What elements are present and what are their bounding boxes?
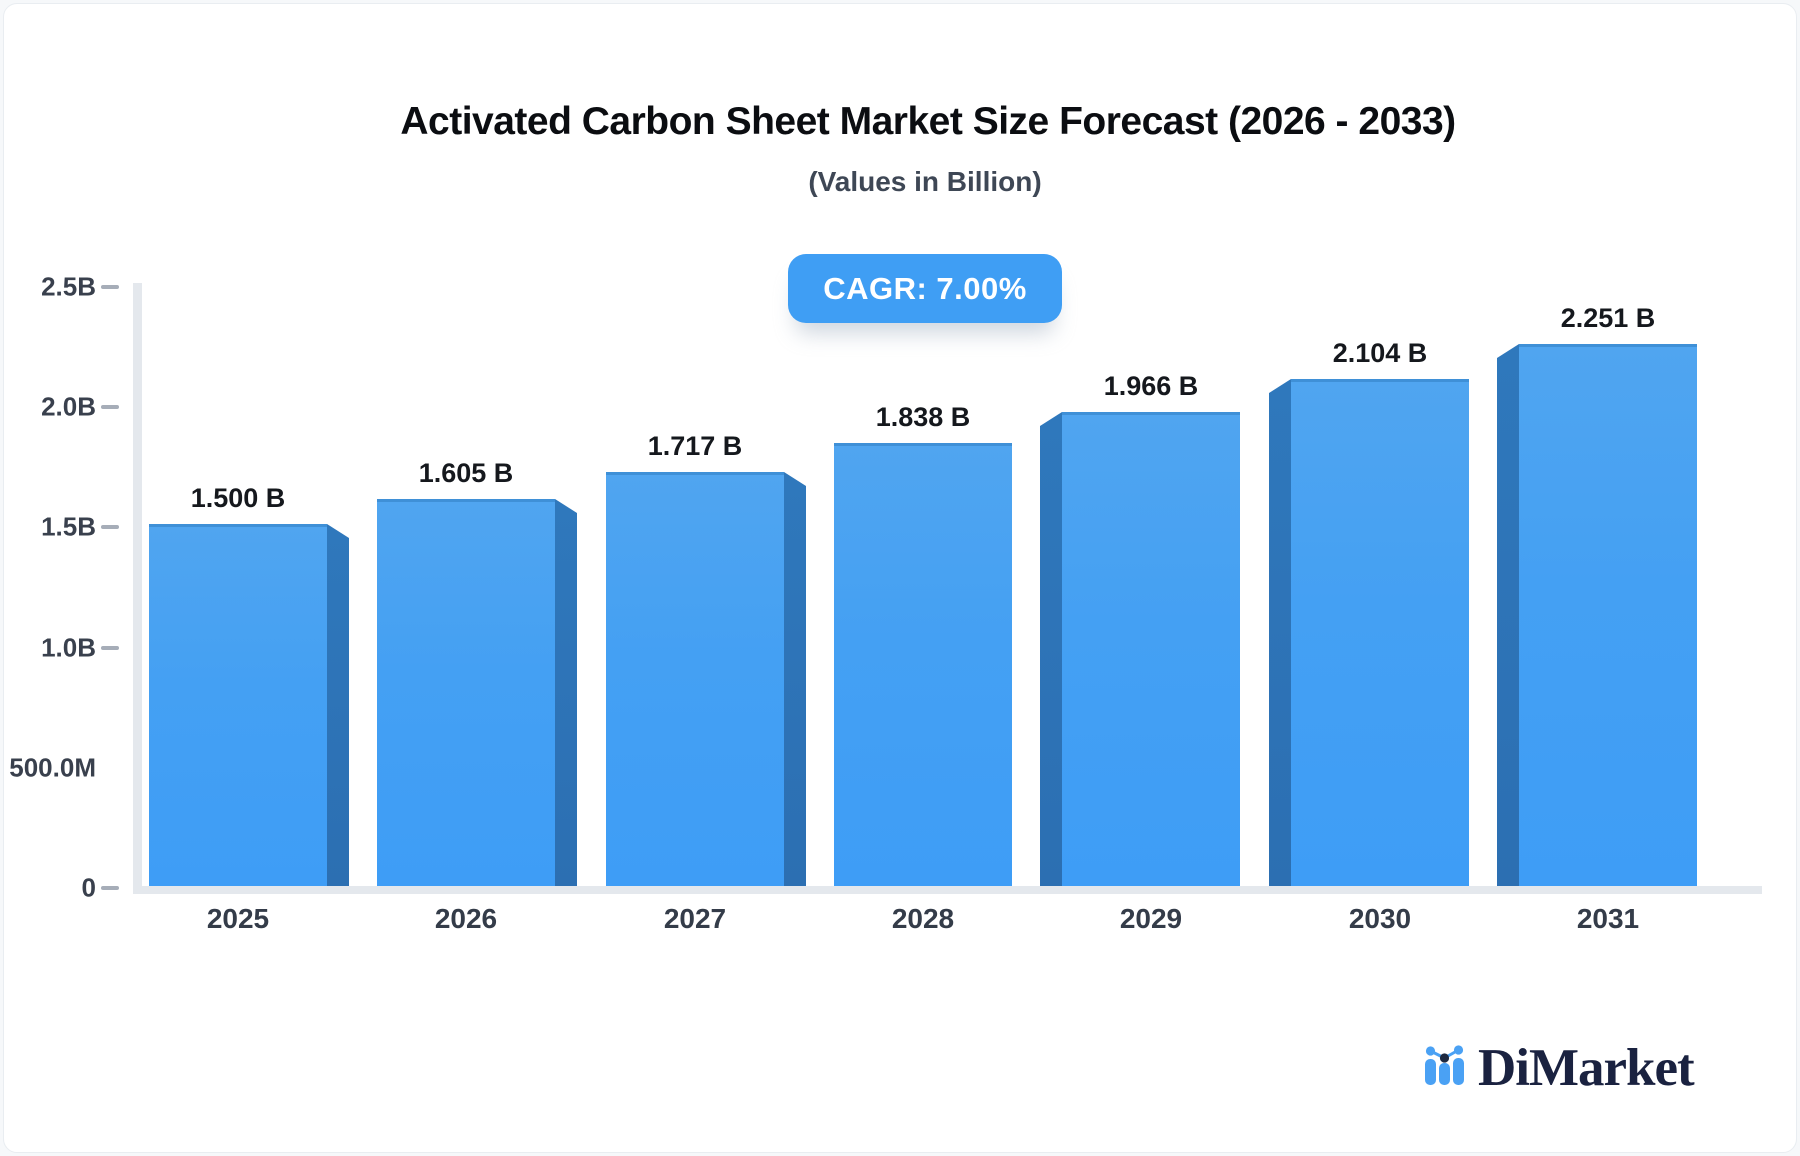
bar-value-label-2028: 1.838 B — [875, 402, 971, 432]
x-axis-label-2031: 2031 — [1576, 903, 1640, 934]
y-axis-line — [133, 283, 142, 894]
x-axis-label-2029: 2029 — [1119, 903, 1183, 934]
y-tick-2.0B — [101, 405, 119, 409]
y-axis-label-0: 0 — [81, 872, 96, 903]
bar-value-label-2030: 2.104 B — [1332, 338, 1428, 368]
y-tick-1.0B — [101, 646, 119, 650]
y-tick-1.5B — [101, 525, 119, 529]
x-axis-label-2025: 2025 — [206, 903, 270, 934]
bar-2028[interactable] — [834, 443, 1012, 886]
y-axis-label-1.0B: 1.0B — [41, 632, 96, 663]
bar-2031[interactable] — [1519, 344, 1697, 886]
y-axis-label-500.0M: 500.0M — [9, 752, 96, 783]
bar-2026[interactable] — [377, 499, 555, 886]
chart-subtitle: (Values in Billion) — [808, 166, 1042, 197]
x-axis-label-2026: 2026 — [434, 903, 498, 934]
brand-logo: DiMarket — [1421, 1039, 1695, 1100]
y-axis-label-2.0B: 2.0B — [41, 391, 96, 422]
bar-side-2031 — [1497, 344, 1519, 886]
bar-side-2027 — [784, 472, 806, 886]
y-tick-2.5B — [101, 285, 119, 289]
chart-title: Activated Carbon Sheet Market Size Forec… — [400, 100, 1456, 143]
brand-name: DiMarket — [1478, 1039, 1695, 1097]
bar-2030[interactable] — [1291, 379, 1469, 886]
x-axis-label-2030: 2030 — [1348, 903, 1412, 934]
bar-value-label-2031: 2.251 B — [1560, 303, 1656, 333]
bar-side-2025 — [327, 524, 349, 886]
y-axis-label-1.5B: 1.5B — [41, 511, 96, 542]
bar-2025[interactable] — [149, 524, 327, 886]
bar-side-2029 — [1040, 412, 1062, 886]
x-axis-label-2028: 2028 — [891, 903, 955, 934]
x-axis-baseline — [133, 886, 1762, 894]
cagr-badge: CAGR: 7.00% — [788, 254, 1062, 323]
bar-chart-logo-icon — [1425, 1045, 1464, 1085]
x-axis-label-2027: 2027 — [663, 903, 727, 934]
bar-2027[interactable] — [606, 472, 784, 886]
bar-side-2030 — [1269, 379, 1291, 886]
y-axis-label-2.5B: 2.5B — [41, 271, 96, 302]
bar-value-label-2029: 1.966 B — [1103, 371, 1199, 401]
bar-value-label-2027: 1.717 B — [647, 431, 743, 461]
bar-2029[interactable] — [1062, 412, 1240, 886]
y-tick-0 — [101, 886, 119, 890]
bar-side-2026 — [555, 499, 577, 886]
bar-value-label-2026: 1.605 B — [418, 458, 514, 488]
bar-value-label-2025: 1.500 B — [190, 483, 286, 513]
